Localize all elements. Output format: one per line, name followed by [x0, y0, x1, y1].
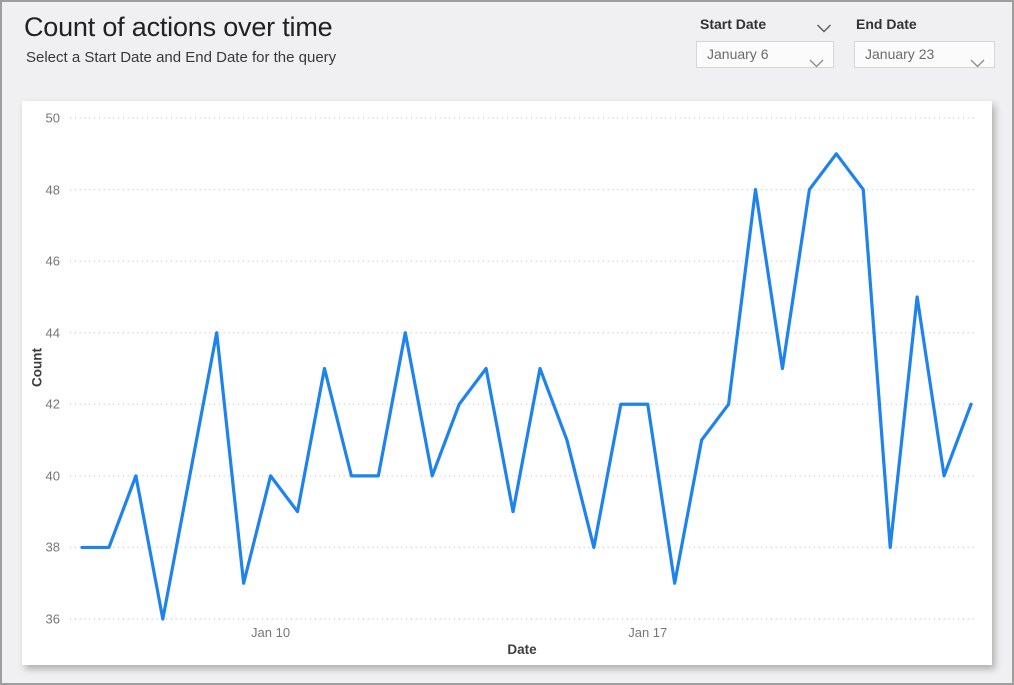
- y-axis-title: Count: [29, 348, 45, 387]
- y-tick-label: 44: [45, 325, 60, 341]
- x-axis-title: Date: [507, 642, 537, 657]
- line-chart: [70, 117, 975, 621]
- chevron-down-icon: [809, 51, 824, 76]
- line-chart-card: 50 48 46 44 42 40 38 36 Jan 10 Jan 17 Count Date: [22, 101, 992, 665]
- end-date-slicer-label: End Date: [856, 16, 917, 32]
- start-date-value: January 6: [707, 46, 769, 62]
- y-tick-label: 38: [45, 539, 60, 555]
- page-subtitle: Select a Start Date and End Date for the…: [26, 49, 337, 66]
- page-title: Count of actions over time: [24, 12, 333, 42]
- y-tick-label: 36: [45, 611, 60, 627]
- start-date-slicer-label: Start Date: [700, 16, 767, 32]
- y-tick-label: 50: [45, 110, 60, 126]
- series-line-count: [80, 152, 973, 621]
- x-tick-label: Jan 10: [251, 625, 291, 640]
- start-date-dropdown[interactable]: January 6: [696, 41, 834, 68]
- y-tick-label: 40: [45, 468, 60, 484]
- end-date-dropdown[interactable]: January 23: [854, 41, 995, 68]
- chevron-down-icon: [970, 51, 985, 76]
- y-tick-label: 46: [45, 253, 60, 269]
- y-tick-label: 42: [45, 396, 60, 412]
- chevron-down-icon[interactable]: [816, 20, 832, 38]
- x-tick-label: Jan 17: [628, 625, 668, 640]
- y-tick-label: 48: [45, 182, 60, 198]
- end-date-value: January 23: [865, 46, 935, 62]
